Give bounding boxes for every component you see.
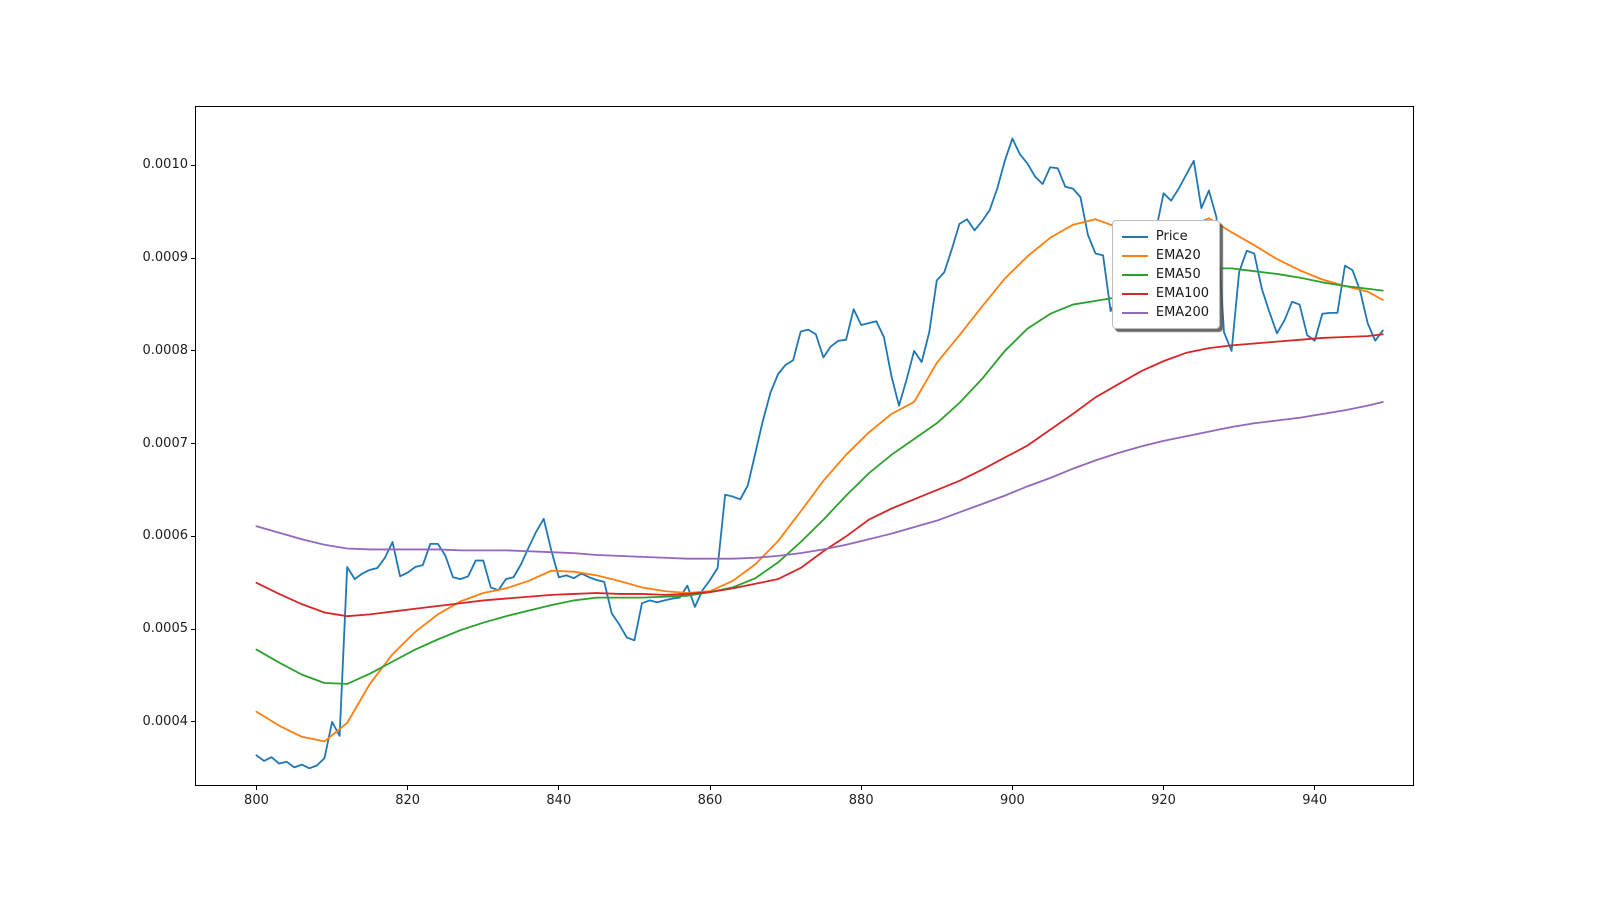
y-tick-label: 0.0007	[142, 435, 189, 451]
x-tick-label: 860	[697, 793, 723, 808]
series-line-ema100	[255, 333, 1384, 618]
x-tick-mark	[860, 786, 862, 790]
legend-label: EMA50	[1155, 267, 1201, 282]
y-tick-mark	[191, 628, 195, 630]
y-tick-label: 0.0006	[142, 528, 189, 544]
y-tick-mark	[191, 721, 195, 723]
x-tick-mark	[407, 786, 409, 790]
y-tick-label: 0.0004	[142, 713, 189, 729]
series-line-price	[255, 137, 1384, 770]
y-tick-mark	[191, 257, 195, 259]
y-tick-mark	[191, 443, 195, 445]
x-tick-mark	[1011, 786, 1013, 790]
chart-lines	[255, 137, 1384, 770]
x-tick-label: 800	[244, 793, 269, 808]
y-tick-label: 0.0009	[142, 250, 189, 266]
legend-label: EMA20	[1155, 248, 1201, 263]
x-tick-label: 900	[999, 793, 1025, 808]
x-tick-mark	[709, 786, 711, 790]
legend-line-swatch	[1121, 292, 1148, 295]
y-tick-mark	[191, 535, 195, 537]
y-tick-mark	[191, 164, 195, 166]
y-tick-label: 0.0005	[142, 621, 189, 637]
x-tick-mark	[1314, 786, 1316, 790]
legend-item-ema50: EMA50	[1121, 265, 1209, 284]
x-tick-label: 880	[848, 793, 874, 808]
y-tick-label: 0.0008	[142, 342, 189, 358]
x-tick-label: 920	[1151, 793, 1176, 808]
legend-item-ema100: EMA100	[1121, 284, 1209, 303]
x-tick-label: 820	[395, 793, 421, 808]
legend-line-swatch	[1121, 311, 1148, 314]
x-tick-label: 940	[1302, 793, 1328, 808]
legend-item-price: Price	[1121, 227, 1209, 246]
legend-line-swatch	[1121, 254, 1148, 257]
legend-line-swatch	[1121, 235, 1148, 238]
y-tick-label: 0.0010	[142, 157, 189, 173]
series-line-ema200	[255, 401, 1384, 560]
plot-area: Price EMA20 EMA50 EMA100 EMA200	[195, 106, 1414, 786]
legend-item-ema20: EMA20	[1121, 246, 1209, 265]
x-tick-label: 840	[546, 793, 572, 808]
x-tick-mark	[1163, 786, 1165, 790]
legend-label: EMA200	[1155, 305, 1209, 320]
legend-box: Price EMA20 EMA50 EMA100 EMA200	[1111, 220, 1220, 329]
legend-line-swatch	[1121, 273, 1148, 276]
legend-item-ema200: EMA200	[1121, 303, 1209, 322]
x-tick-mark	[558, 786, 560, 790]
x-tick-mark	[255, 786, 257, 790]
series-line-ema50	[255, 267, 1384, 685]
y-tick-mark	[191, 350, 195, 352]
legend-label: Price	[1155, 229, 1188, 244]
legend-label: EMA100	[1155, 286, 1209, 301]
